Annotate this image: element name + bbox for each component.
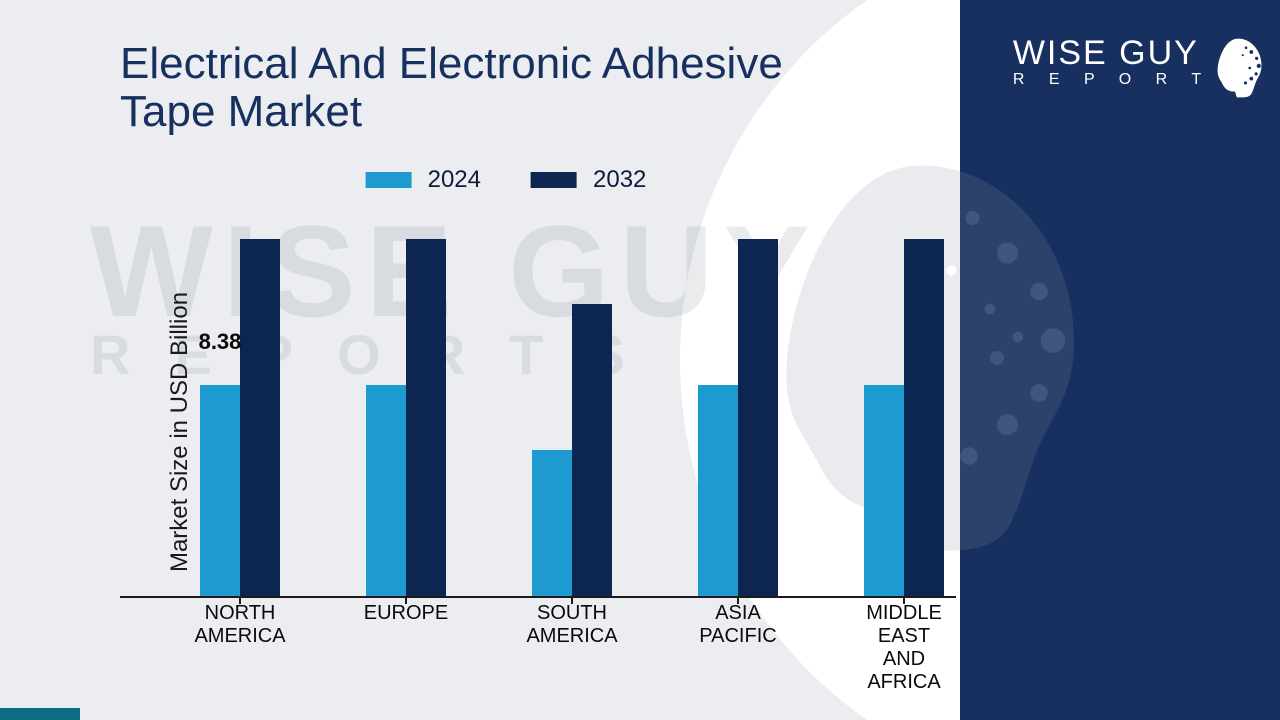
logo-head-icon xyxy=(1210,36,1266,100)
x-axis-label: SOUTH AMERICA xyxy=(526,602,617,648)
bar-2024 xyxy=(200,385,240,596)
legend-item-2032: 2032 xyxy=(531,166,646,194)
legend-swatch-2024 xyxy=(366,172,412,188)
bar-group xyxy=(366,239,446,596)
legend-item-2024: 2024 xyxy=(366,166,481,194)
legend-label-2024: 2024 xyxy=(428,166,481,194)
bar-value-label: 8.38 xyxy=(199,329,242,355)
chart-title: Electrical And Electronic Adhesive Tape … xyxy=(120,40,820,137)
accent-bottom-bar xyxy=(0,708,80,720)
plot-area: 8.38 xyxy=(120,208,956,598)
bar-2032 xyxy=(406,239,446,596)
x-axis-label: MIDDLE EAST AND AFRICA xyxy=(866,602,942,694)
x-axis-label: ASIA PACIFIC xyxy=(699,602,776,648)
bar-2032 xyxy=(904,239,944,596)
bar-2024 xyxy=(864,385,904,596)
right-brand-band xyxy=(960,0,1280,720)
bar-2024 xyxy=(698,385,738,596)
bar-group xyxy=(864,239,944,596)
bar-group xyxy=(532,304,612,596)
x-axis-label: EUROPE xyxy=(364,602,448,625)
bar-2032 xyxy=(572,304,612,596)
bar-2024 xyxy=(366,385,406,596)
bar-2032 xyxy=(738,239,778,596)
legend-swatch-2032 xyxy=(531,172,577,188)
x-axis-label: NORTH AMERICA xyxy=(194,602,285,648)
chart: Market Size in USD Billion 2024 2032 8.3… xyxy=(56,172,956,692)
page: WISE GUY REPORTS Electrical And Electron… xyxy=(0,0,1280,720)
bar-group xyxy=(698,239,778,596)
bar-2032 xyxy=(240,239,280,596)
bar-2024 xyxy=(532,450,572,596)
bar-group xyxy=(200,239,280,596)
legend: 2024 2032 xyxy=(366,166,647,194)
legend-label-2032: 2032 xyxy=(593,166,646,194)
